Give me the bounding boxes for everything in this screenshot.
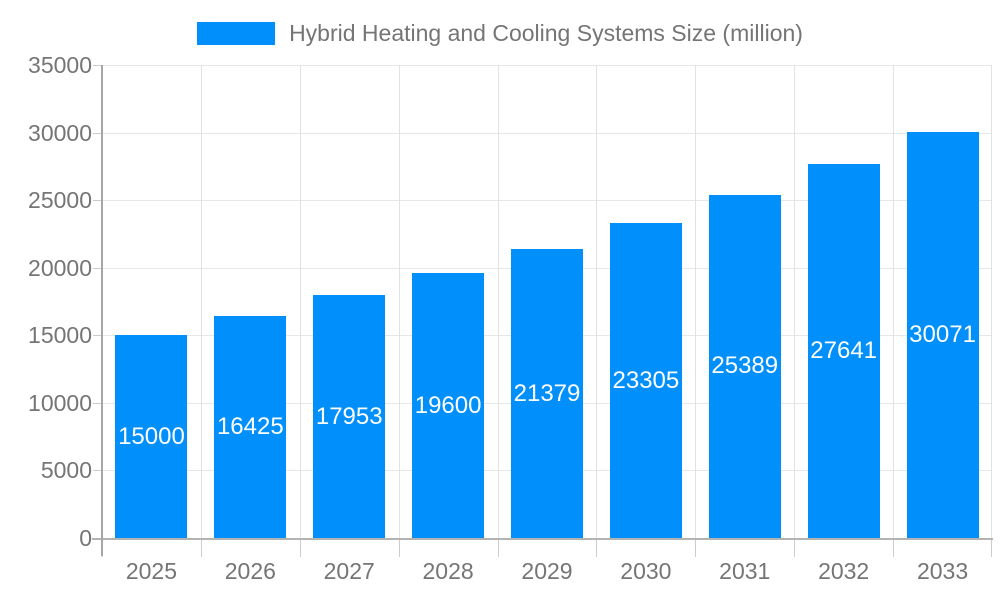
x-axis-tick <box>893 538 895 557</box>
y-axis-tick-label: 5000 <box>40 457 92 484</box>
bar-value-label: 27641 <box>810 337 878 365</box>
chart-legend: Hybrid Heating and Cooling Systems Size … <box>0 20 1000 47</box>
bar-value-label: 16425 <box>216 413 284 441</box>
x-axis-line <box>92 538 993 540</box>
bar-value-label: 17953 <box>315 402 383 430</box>
bar-value-label: 25389 <box>711 352 779 380</box>
h-gridline <box>102 200 992 202</box>
bar-value-label: 19600 <box>414 391 482 419</box>
plot-area: 15000 16425 17953 19600 21379 23305 25389 27641… <box>92 65 993 557</box>
x-axis-tick-label: 2032 <box>818 558 870 584</box>
x-axis-tick <box>497 538 499 557</box>
legend-series-label: Hybrid Heating and Cooling Systems Size … <box>289 20 803 46</box>
x-axis-tick <box>794 538 796 557</box>
y-axis-tick <box>93 402 102 404</box>
x-axis-tick <box>398 538 400 557</box>
x-axis-tick-label: 2026 <box>224 558 276 584</box>
bar-2029[interactable]: 21379 <box>511 249 583 538</box>
v-gridline <box>794 65 796 538</box>
v-gridline <box>596 65 598 538</box>
y-axis-tick <box>93 267 102 269</box>
h-gridline <box>102 65 992 66</box>
bar-value-label: 15000 <box>118 422 185 450</box>
x-axis-tick-label: 2029 <box>521 558 573 584</box>
legend-item-series[interactable]: Hybrid Heating and Cooling Systems Size … <box>197 20 803 47</box>
x-axis-tick-label: 2028 <box>422 558 474 584</box>
y-axis-tick-label: 15000 <box>28 322 92 349</box>
x-axis-tick-label: 2030 <box>620 558 672 584</box>
y-axis-tick-label: 0 <box>79 525 92 551</box>
bar-2025[interactable]: 15000 <box>115 335 188 538</box>
x-axis-tick <box>200 538 202 557</box>
x-axis-tick-label: 2031 <box>719 558 771 584</box>
y-axis-tick-label: 20000 <box>28 254 92 281</box>
v-gridline <box>695 65 697 538</box>
x-axis-tick <box>596 538 598 557</box>
y-axis-tick <box>93 200 102 202</box>
bar-value-label: 30071 <box>909 320 976 348</box>
v-gridline <box>200 65 202 538</box>
y-axis-tick <box>93 132 102 134</box>
x-axis-tick-label: 2027 <box>323 558 375 584</box>
y-axis-tick-label: 30000 <box>28 119 92 146</box>
y-axis-tick-label: 35000 <box>28 52 92 78</box>
x-axis-tick-label: 2025 <box>125 558 178 584</box>
v-gridline <box>497 65 499 538</box>
x-axis-tick-label: 2033 <box>916 558 969 584</box>
legend-marker-swatch <box>197 22 276 45</box>
y-axis-tick <box>93 335 102 337</box>
bar-2031[interactable]: 25389 <box>708 194 781 538</box>
bar-2030[interactable]: 23305 <box>609 223 682 538</box>
v-gridline <box>991 65 992 538</box>
v-gridline <box>299 65 301 538</box>
bar-value-label: 21379 <box>513 379 581 407</box>
y-axis-tick-label: 25000 <box>28 187 92 214</box>
bar-2026[interactable]: 16425 <box>214 316 287 538</box>
x-axis-tick <box>991 538 992 557</box>
x-axis-tick <box>299 538 301 557</box>
v-gridline <box>398 65 400 538</box>
bar-2028[interactable]: 19600 <box>412 273 485 538</box>
y-axis-tick <box>93 65 102 66</box>
y-axis-tick-label: 10000 <box>28 389 92 416</box>
bar-2033[interactable]: 30071 <box>906 131 979 538</box>
bar-2027[interactable]: 17953 <box>313 295 386 538</box>
y-axis-tick <box>93 470 102 472</box>
y-axis-line <box>101 65 103 556</box>
h-gridline <box>102 132 992 134</box>
v-gridline <box>893 65 895 538</box>
bar-value-label: 23305 <box>612 366 680 394</box>
x-axis-tick <box>695 538 697 557</box>
bar-2032[interactable]: 27641 <box>807 164 880 538</box>
